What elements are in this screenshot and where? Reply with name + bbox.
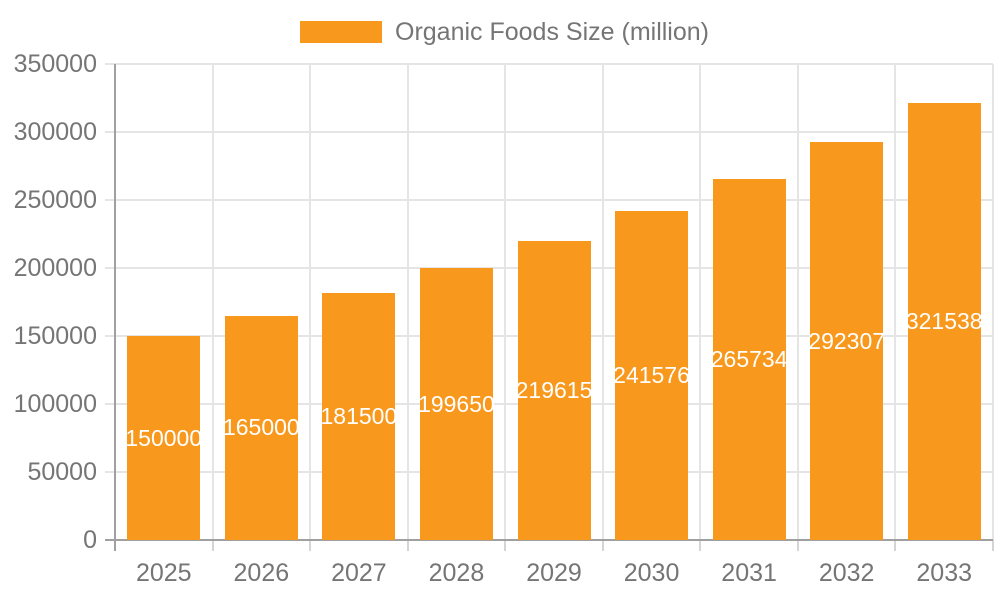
x-axis-tick-label: 2025 — [135, 559, 192, 587]
x-gridline — [797, 64, 799, 540]
y-axis-line — [114, 64, 116, 540]
x-axis-tick-label: 2031 — [721, 559, 777, 587]
x-axis-tick-label: 2030 — [623, 559, 680, 587]
x-axis-tick — [309, 540, 311, 551]
legend-swatch — [300, 21, 382, 43]
y-axis-tick-label: 350000 — [13, 50, 97, 78]
x-axis-line — [105, 539, 993, 541]
bar — [127, 336, 201, 540]
x-gridline — [504, 64, 506, 540]
x-axis-tick-label: 2026 — [233, 559, 290, 587]
x-axis-tick — [797, 540, 799, 551]
x-axis-tick — [114, 540, 116, 551]
x-gridline — [602, 64, 604, 540]
y-axis-tick-label: 100000 — [13, 390, 97, 418]
y-axis-tick-label: 300000 — [13, 118, 97, 146]
y-axis-tick-label: 0 — [83, 526, 97, 554]
bar — [810, 142, 884, 540]
x-gridline — [309, 64, 311, 540]
y-axis-tick-label: 150000 — [13, 322, 97, 350]
x-axis-tick-label: 2029 — [526, 559, 582, 587]
x-axis-tick — [407, 540, 409, 551]
y-axis-tick-label: 50000 — [27, 458, 97, 486]
bar — [322, 293, 396, 540]
legend-label: Organic Foods Size (million) — [395, 17, 709, 46]
x-axis-tick-label: 2033 — [916, 559, 973, 587]
legend: Organic Foods Size (million) — [300, 18, 709, 46]
y-gridline — [105, 199, 993, 201]
x-axis-tick — [699, 540, 701, 551]
x-axis-tick-label: 2028 — [428, 559, 485, 587]
x-gridline — [212, 64, 214, 540]
y-axis-tick-label: 250000 — [13, 186, 97, 214]
x-gridline — [894, 64, 896, 540]
x-axis-tick — [212, 540, 214, 551]
y-gridline — [105, 131, 993, 133]
bar — [419, 268, 493, 540]
x-axis-tick — [504, 540, 506, 551]
x-gridline — [407, 64, 409, 540]
bar — [615, 211, 689, 540]
bar — [907, 102, 981, 540]
x-gridline — [699, 64, 701, 540]
bar — [517, 241, 591, 540]
x-axis-tick — [894, 540, 896, 551]
x-gridline — [992, 64, 994, 540]
x-axis-tick-label: 2027 — [331, 559, 387, 587]
x-axis-tick — [602, 540, 604, 551]
y-gridline — [105, 63, 993, 65]
x-axis-tick — [992, 540, 994, 551]
bar — [224, 315, 298, 540]
bar — [712, 178, 786, 540]
x-axis-tick-label: 2032 — [818, 559, 875, 587]
y-axis-tick-label: 200000 — [13, 254, 97, 282]
